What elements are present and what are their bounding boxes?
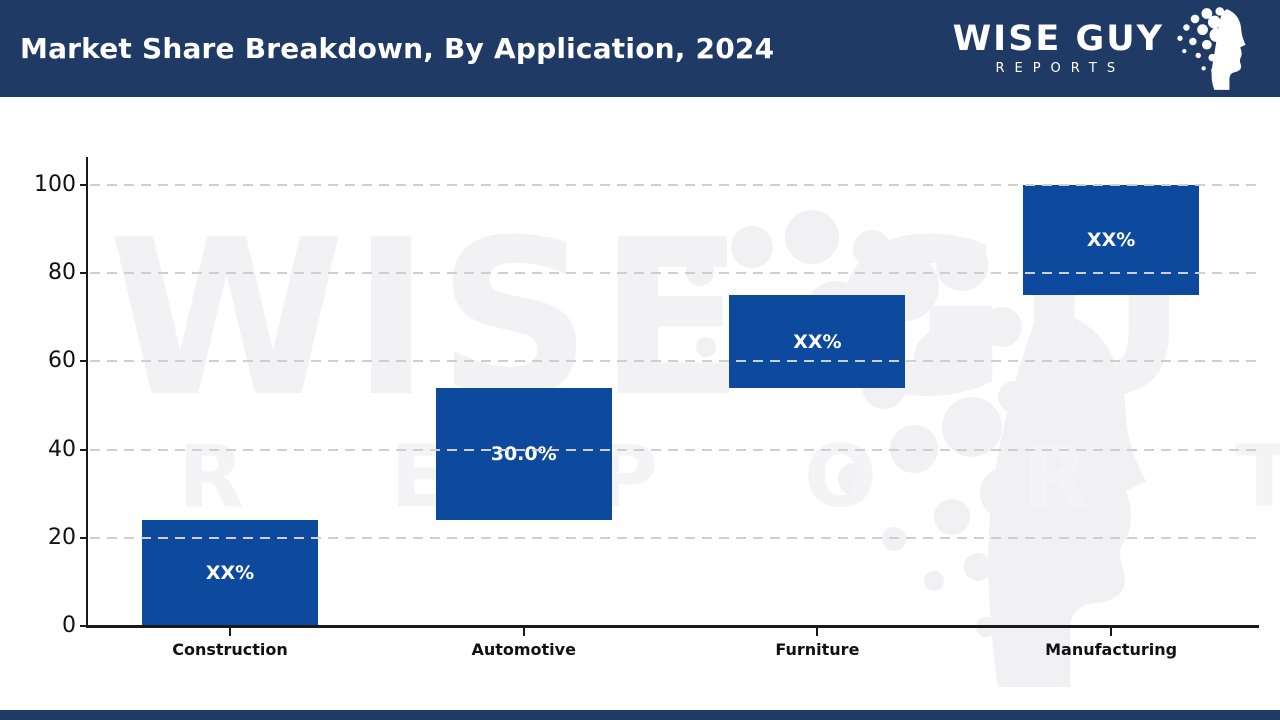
x-category-label-construction: Construction [172, 640, 288, 659]
x-category-label-manufacturing: Manufacturing [1045, 640, 1178, 659]
y-tick-80 [80, 272, 88, 275]
y-tick-0 [80, 625, 88, 627]
logo-wordmark-line1: WISE GUY [952, 18, 1164, 59]
bar-value-label: 30.0% [490, 443, 557, 465]
y-axis-line [86, 157, 88, 628]
y-tick-label-0: 0 [62, 613, 76, 638]
x-axis-line [86, 625, 1259, 628]
chart-area: WISE GU R E P O R T S 0 20 40 60 80 100 XX% Con… [0, 97, 1280, 710]
x-tick-automotive [522, 628, 525, 636]
watermark-text-line2: R E P O R T S [178, 427, 1280, 527]
bar-value-label: XX% [793, 330, 842, 353]
watermark-text-line1: WISE GU [108, 193, 1195, 444]
header: Market Share Breakdown, By Application, … [0, 0, 1280, 97]
bar-value-label: XX% [1086, 229, 1136, 252]
wise-guy-logo: WISE GUY REPORTS [953, 6, 1252, 92]
head-dots-icon [1177, 6, 1246, 90]
y-tick-60 [80, 360, 88, 363]
y-tick-label-60: 60 [48, 348, 76, 374]
gridline-80 [90, 272, 1258, 275]
bar-value-label: XX% [205, 562, 255, 585]
x-tick-furniture [816, 628, 819, 636]
logo-wordmark-line2: REPORTS [995, 60, 1126, 76]
x-category-label-automotive: Automotive [471, 640, 576, 659]
x-category-label-furniture: Furniture [775, 640, 860, 659]
gridline-60 [90, 360, 1258, 363]
chart-title: Market Share Breakdown, By Application, … [20, 32, 775, 65]
gridline-40 [90, 448, 1258, 451]
watermark-head-dots [686, 210, 1146, 687]
y-tick-label-80: 80 [48, 260, 76, 286]
bar-automotive: 30.0% [435, 387, 612, 521]
bar-furniture: XX% [729, 295, 906, 388]
y-tick-100 [80, 184, 88, 186]
gridline-100 [90, 184, 1258, 186]
x-tick-manufacturing [1110, 628, 1113, 636]
footer-bar [0, 710, 1280, 720]
y-tick-label-100: 100 [34, 172, 76, 197]
y-tick-label-20: 20 [48, 524, 76, 550]
x-tick-construction [229, 628, 231, 636]
y-tick-20 [80, 536, 88, 539]
y-tick-label-40: 40 [48, 436, 76, 462]
bar-manufacturing: XX% [1023, 185, 1200, 296]
y-tick-40 [80, 448, 88, 451]
gridline-20 [90, 536, 1258, 539]
logo-wordmark: WISE GUY REPORTS [952, 18, 1164, 76]
